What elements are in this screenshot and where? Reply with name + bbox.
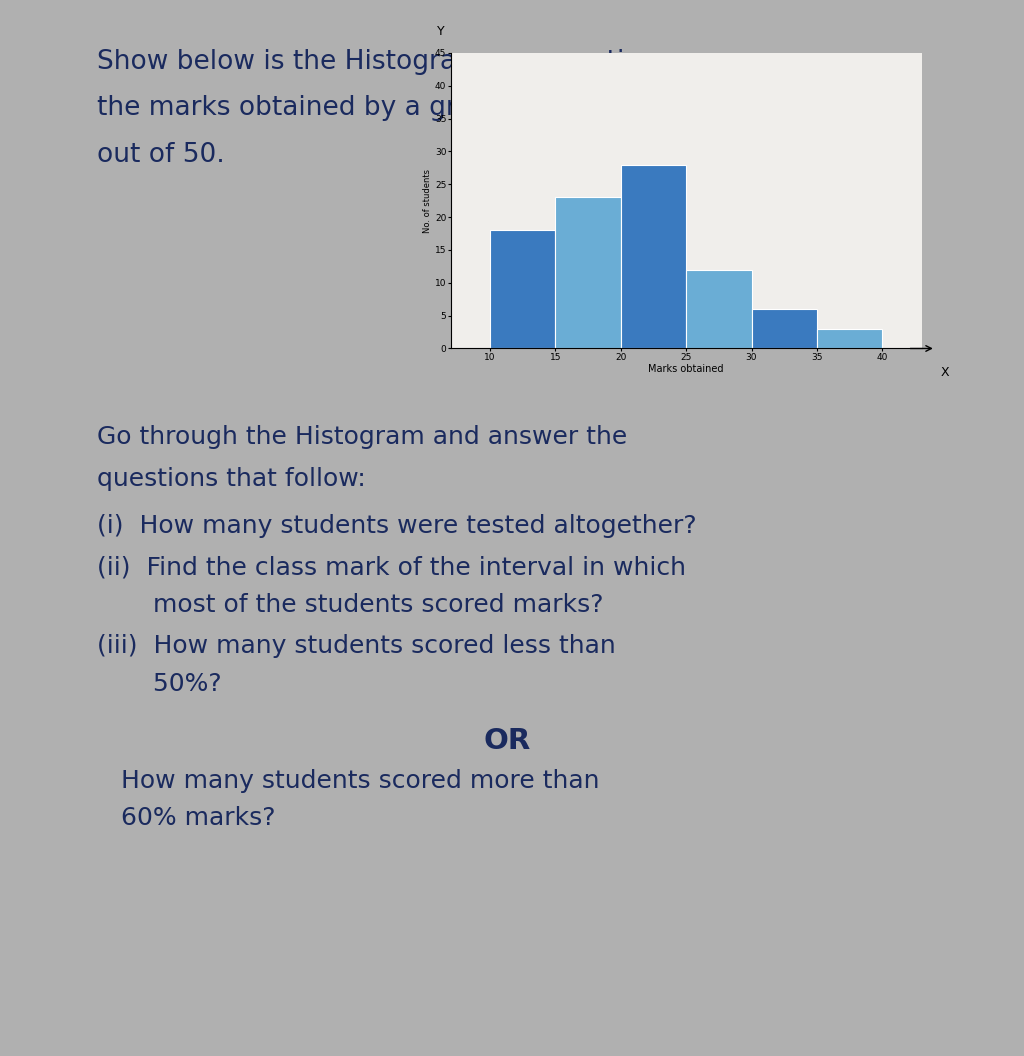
Text: Show below is the Histogram representing: Show below is the Histogram representing (97, 49, 658, 75)
Text: 60% marks?: 60% marks? (97, 807, 275, 830)
Text: (i)  How many students were tested altogether?: (i) How many students were tested altoge… (97, 513, 697, 538)
Bar (752, 309, 817, 348)
Text: questions that follow:: questions that follow: (97, 467, 367, 491)
Text: X: X (940, 365, 949, 379)
Bar (555, 197, 621, 348)
Text: out of 50.: out of 50. (97, 142, 225, 168)
X-axis label: Marks obtained: Marks obtained (648, 364, 724, 375)
Bar (621, 165, 686, 348)
Text: (iii)  How many students scored less than: (iii) How many students scored less than (97, 635, 616, 659)
Text: OR: OR (483, 728, 530, 755)
Text: Go through the Histogram and answer the: Go through the Histogram and answer the (97, 426, 628, 450)
Text: How many students scored more than: How many students scored more than (97, 769, 600, 793)
Text: 50%?: 50%? (97, 672, 222, 696)
Bar (817, 328, 883, 348)
Bar (686, 269, 752, 348)
Text: Y: Y (437, 25, 445, 38)
Bar (489, 230, 555, 348)
Text: (ii)  Find the class mark of the interval in which: (ii) Find the class mark of the interval… (97, 555, 686, 580)
Y-axis label: No. of students: No. of students (423, 169, 432, 232)
Text: most of the students scored marks?: most of the students scored marks? (97, 592, 604, 617)
Text: the marks obtained by a group of students: the marks obtained by a group of student… (97, 95, 664, 121)
